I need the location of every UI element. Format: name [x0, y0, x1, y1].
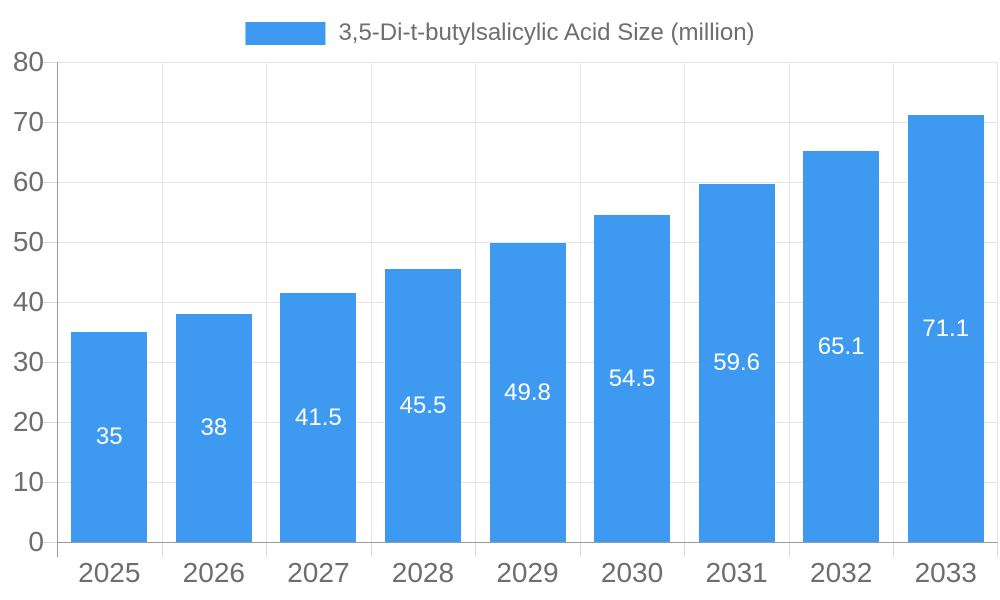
- x-axis-line: [57, 542, 998, 543]
- legend-label: 3,5-Di-t-butylsalicylic Acid Size (milli…: [338, 19, 755, 46]
- bar-2026[interactable]: 38: [175, 314, 252, 542]
- x-axis-tick: [266, 542, 268, 557]
- x-axis-tick: [788, 542, 790, 557]
- y-axis-tick: [42, 482, 57, 483]
- x-axis-label: 2029: [496, 557, 559, 588]
- plot-area: 35 38 41.5 45.5 49.8 54.5 59.6 65.1 71.1: [57, 62, 998, 542]
- bar-value-label: 45.5: [399, 391, 447, 419]
- x-axis-tick: [161, 542, 163, 557]
- bar-value-label: 54.5: [608, 364, 656, 392]
- y-axis-label: 20: [12, 406, 44, 437]
- x-axis-tick: [370, 542, 372, 557]
- x-axis-label: 2031: [705, 557, 768, 588]
- bar-2032[interactable]: 65.1: [803, 151, 880, 542]
- y-axis-label: 40: [12, 286, 44, 317]
- x-axis-label: 2027: [287, 557, 350, 588]
- y-axis-label: 70: [12, 106, 44, 137]
- y-axis-tick: [42, 242, 57, 243]
- y-axis-tick: [42, 422, 57, 423]
- y-axis-tick: [42, 362, 57, 363]
- x-axis-label: 2030: [600, 557, 664, 588]
- bar-2027[interactable]: 41.5: [280, 293, 357, 542]
- bar-value-label: 35: [95, 423, 123, 450]
- y-axis-tick: [42, 122, 57, 123]
- bar-2029[interactable]: 49.8: [489, 243, 566, 542]
- bar-value-label: 38: [200, 414, 228, 441]
- x-axis-label: 2032: [810, 557, 873, 588]
- y-gridline: [57, 182, 998, 183]
- y-axis-label: 30: [12, 346, 44, 377]
- y-axis-tick: [42, 62, 57, 63]
- bar-value-label: 49.8: [504, 378, 551, 406]
- bar-value-label: 59.6: [713, 349, 760, 377]
- x-axis-label: 2025: [78, 557, 141, 588]
- x-axis-tick: [475, 542, 477, 557]
- x-gridline: [579, 62, 581, 542]
- legend-swatch: [245, 21, 326, 45]
- x-gridline: [997, 62, 998, 542]
- y-axis-tick: [42, 182, 57, 183]
- bar-2028[interactable]: 45.5: [384, 269, 461, 542]
- y-axis-label: 80: [12, 46, 44, 77]
- x-axis-label: 2028: [391, 557, 455, 588]
- y-axis-label: 50: [12, 226, 44, 257]
- x-axis-tick: [579, 542, 581, 557]
- x-gridline: [893, 62, 895, 542]
- x-axis-tick: [997, 542, 998, 557]
- bar-2025[interactable]: 35: [71, 332, 148, 542]
- x-axis-tick: [684, 542, 686, 557]
- y-axis-label: 60: [12, 166, 44, 197]
- y-axis-line: [57, 62, 58, 557]
- x-gridline: [266, 62, 268, 542]
- x-gridline: [788, 62, 790, 542]
- y-axis-label: 0: [28, 526, 44, 557]
- x-axis-label: 2033: [914, 557, 977, 588]
- y-gridline: [57, 122, 998, 123]
- bar-2033[interactable]: 71.1: [907, 115, 984, 542]
- y-gridline: [57, 62, 998, 63]
- x-axis-tick: [893, 542, 895, 557]
- x-gridline: [161, 62, 163, 542]
- bar-2030[interactable]: 54.5: [594, 215, 671, 542]
- bar-value-label: 71.1: [922, 314, 970, 342]
- x-axis-label: 2026: [182, 557, 245, 588]
- y-axis-label: 10: [12, 466, 44, 497]
- x-gridline: [684, 62, 686, 542]
- bar-value-label: 65.1: [817, 332, 865, 360]
- legend-item[interactable]: 3,5-Di-t-butylsalicylic Acid Size (milli…: [245, 19, 755, 47]
- x-gridline: [370, 62, 372, 542]
- bar-2031[interactable]: 59.6: [698, 184, 775, 542]
- y-gridline: [57, 242, 998, 243]
- y-axis-tick: [42, 302, 57, 303]
- y-axis-tick: [42, 542, 57, 543]
- x-gridline: [475, 62, 477, 542]
- bar-value-label: 41.5: [295, 403, 342, 431]
